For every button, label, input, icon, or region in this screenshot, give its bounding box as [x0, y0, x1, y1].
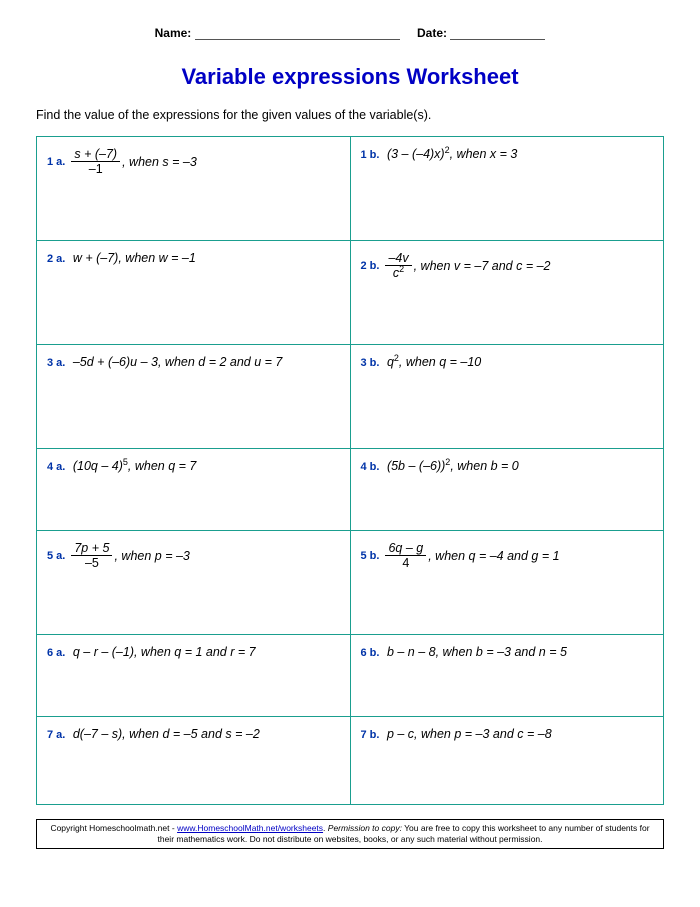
permission-label: Permission to copy:: [328, 823, 402, 833]
problem-5b: 5 b. 6q – g 4 , when q = –4 and g = 1: [350, 531, 664, 635]
page-title: Variable expressions Worksheet: [36, 64, 664, 90]
fraction: –4v c2: [385, 251, 411, 280]
problem-number: 3 b.: [361, 357, 380, 369]
problem-number: 3 a.: [47, 357, 65, 369]
problem-number: 4 b.: [361, 461, 380, 473]
fraction: 7p + 5 –5: [71, 541, 112, 570]
problem-number: 7 a.: [47, 729, 65, 741]
name-label: Name:: [155, 26, 192, 40]
problem-number: 1 b.: [361, 149, 380, 161]
date-blank[interactable]: [450, 28, 545, 40]
problem-number: 6 a.: [47, 647, 65, 659]
problem-3b: 3 b. q2, when q = –10: [350, 345, 664, 449]
worksheet-link[interactable]: www.HomeschoolMath.net/worksheets: [177, 823, 323, 833]
problem-number: 2 a.: [47, 253, 65, 265]
problem-number: 5 b.: [361, 550, 380, 562]
problem-number: 4 a.: [47, 461, 65, 473]
fraction: 6q – g 4: [385, 541, 426, 570]
problem-6b: 6 b. b – n – 8, when b = –3 and n = 5: [350, 635, 664, 717]
problem-5a: 5 a. 7p + 5 –5 , when p = –3: [37, 531, 351, 635]
problem-1a: 1 a. s + (–7) –1 , when s = –3: [37, 137, 351, 241]
problem-4a: 4 a. (10q – 4)5, when q = 7: [37, 449, 351, 531]
problem-2a: 2 a. w + (–7), when w = –1: [37, 241, 351, 345]
problem-6a: 6 a. q – r – (–1), when q = 1 and r = 7: [37, 635, 351, 717]
problem-number: 2 b.: [361, 260, 380, 272]
name-blank[interactable]: [195, 28, 400, 40]
problems-table: 1 a. s + (–7) –1 , when s = –3 1 b. (3 –…: [36, 136, 664, 805]
problem-7b: 7 b. p – c, when p = –3 and c = –8: [350, 717, 664, 805]
fraction: s + (–7) –1: [71, 147, 120, 176]
copyright-text: Copyright Homeschoolmath.net -: [50, 823, 177, 833]
problem-number: 6 b.: [361, 647, 380, 659]
problem-7a: 7 a. d(–7 – s), when d = –5 and s = –2: [37, 717, 351, 805]
date-label: Date:: [417, 26, 447, 40]
problem-1b: 1 b. (3 – (–4)x)2, when x = 3: [350, 137, 664, 241]
problem-number: 1 a.: [47, 156, 65, 168]
problem-3a: 3 a. –5d + (–6)u – 3, when d = 2 and u =…: [37, 345, 351, 449]
problem-number: 5 a.: [47, 550, 65, 562]
problem-number: 7 b.: [361, 729, 380, 741]
problem-2b: 2 b. –4v c2 , when v = –7 and c = –2: [350, 241, 664, 345]
footer: Copyright Homeschoolmath.net - www.Homes…: [36, 819, 664, 849]
instructions: Find the value of the expressions for th…: [36, 108, 664, 122]
header-line: Name: Date:: [36, 26, 664, 40]
problem-4b: 4 b. (5b – (–6))2, when b = 0: [350, 449, 664, 531]
